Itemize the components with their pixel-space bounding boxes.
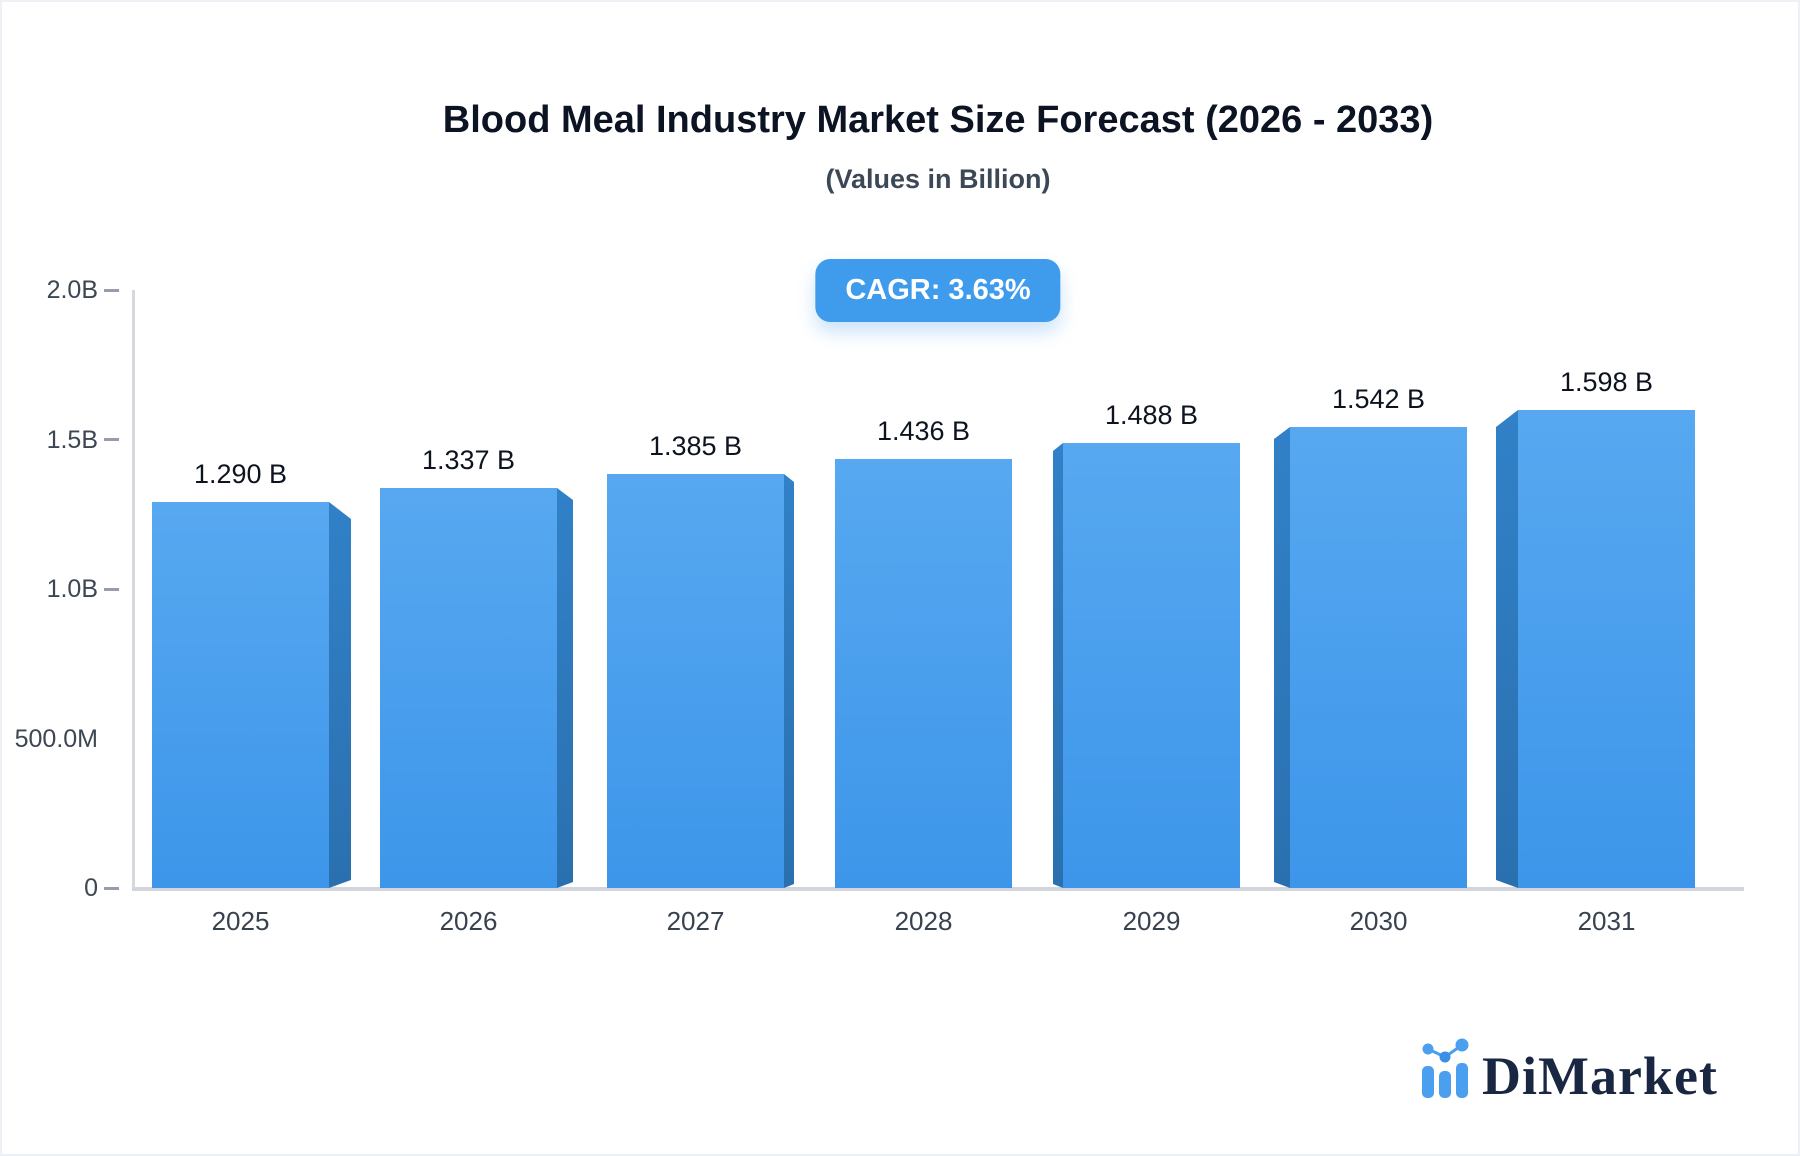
y-tick-label: 0 — [84, 874, 98, 902]
x-axis-label-2029: 2029 — [1122, 906, 1181, 936]
y-tick-dash — [104, 587, 119, 591]
bar-2025[interactable] — [152, 502, 329, 888]
y-tick-dash — [104, 438, 119, 441]
brand-logo-text: DiMarket — [1482, 1046, 1718, 1106]
y-tick-dash — [104, 288, 119, 292]
brand-logo: DiMarket — [1420, 1038, 1718, 1103]
cagr-badge: CAGR: 3.63% — [815, 259, 1061, 322]
chart-subtitle: (Values in Billion) — [825, 164, 1051, 194]
bar-2028[interactable] — [835, 459, 1012, 888]
bar-value-label-2029: 1.488 B — [1104, 400, 1199, 430]
x-axis-label-2031: 2031 — [1577, 906, 1636, 936]
bar-2026[interactable] — [380, 488, 557, 888]
x-axis-label-2026: 2026 — [439, 906, 498, 936]
x-axis-label-2030: 2030 — [1349, 906, 1408, 936]
bar-side-2030 — [1274, 427, 1290, 888]
bar-2030[interactable] — [1290, 427, 1467, 888]
bar-side-2026 — [557, 488, 573, 888]
bar-2029[interactable] — [1063, 443, 1240, 888]
x-axis-label-2027: 2027 — [666, 906, 725, 936]
y-tick-label: 1.5B — [46, 425, 98, 454]
chart-title: Blood Meal Industry Market Size Forecast… — [442, 99, 1434, 141]
bar-2027[interactable] — [607, 474, 784, 888]
brand-logo-icon — [1420, 1038, 1470, 1103]
y-tick-label: 1.0B — [46, 575, 98, 603]
bar-side-2025 — [329, 502, 351, 888]
bar-value-label-2031: 1.598 B — [1559, 367, 1654, 397]
y-tick-label: 500.0M — [14, 724, 98, 753]
x-axis-label-2025: 2025 — [211, 906, 270, 936]
y-axis-line — [132, 290, 135, 888]
bar-value-label-2025: 1.290 B — [193, 459, 288, 489]
bar-value-label-2030: 1.542 B — [1331, 384, 1426, 414]
bar-value-label-2026: 1.337 B — [421, 445, 516, 475]
x-axis-label-2028: 2028 — [894, 906, 953, 936]
bar-value-label-2027: 1.385 B — [648, 431, 743, 461]
bar-value-label-2028: 1.436 B — [876, 416, 971, 446]
bar-side-2029 — [1053, 443, 1063, 888]
x-axis-line — [132, 887, 1744, 891]
bar-side-2027 — [784, 474, 794, 888]
bar-2031[interactable] — [1518, 410, 1695, 888]
y-tick-dash — [104, 886, 119, 890]
bar-side-2031 — [1496, 410, 1518, 888]
y-tick-label: 2.0B — [46, 276, 98, 304]
